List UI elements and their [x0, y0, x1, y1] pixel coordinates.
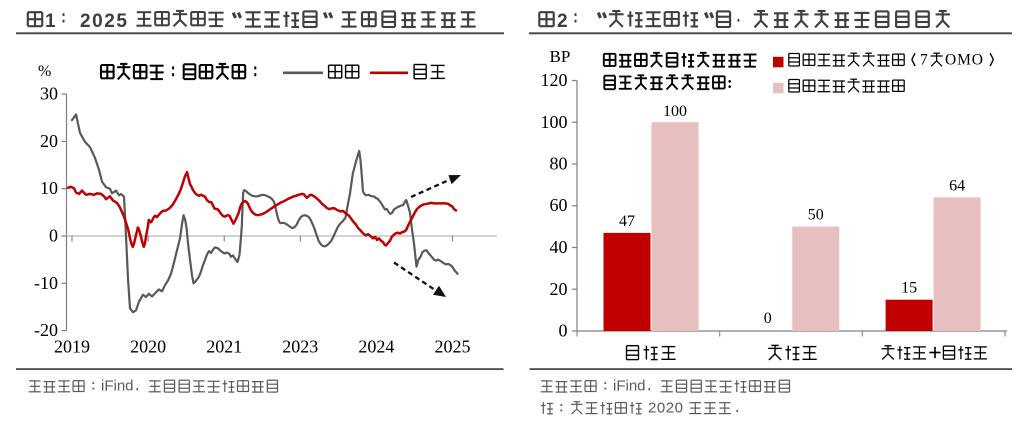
- svg-text:100: 100: [663, 103, 687, 120]
- svg-text:40: 40: [550, 237, 568, 257]
- svg-text::: :: [727, 73, 733, 92]
- svg-text:100: 100: [541, 112, 568, 132]
- svg-text:2020: 2020: [648, 399, 683, 416]
- svg-text:iFind: iFind: [613, 378, 646, 395]
- svg-text:2020: 2020: [130, 337, 166, 357]
- svg-text:47: 47: [619, 213, 635, 230]
- svg-text:50: 50: [808, 207, 824, 224]
- svg-text:0: 0: [764, 310, 772, 327]
- svg-text:1: 1: [45, 11, 56, 32]
- svg-text:-10: -10: [34, 273, 58, 293]
- svg-text:60: 60: [550, 195, 568, 215]
- svg-text:BP: BP: [550, 47, 571, 66]
- svg-text:20: 20: [40, 131, 58, 151]
- svg-text:0: 0: [559, 321, 568, 341]
- svg-text:2023: 2023: [282, 337, 318, 357]
- svg-text:80: 80: [550, 154, 568, 174]
- svg-text:iFind: iFind: [101, 378, 134, 395]
- svg-text:20: 20: [550, 279, 568, 299]
- svg-text:OMO: OMO: [945, 52, 983, 69]
- svg-text:2021: 2021: [206, 337, 242, 357]
- svg-text:120: 120: [541, 70, 568, 90]
- svg-text:7: 7: [920, 52, 928, 69]
- svg-text:30: 30: [40, 84, 58, 104]
- svg-text:2019: 2019: [54, 337, 90, 357]
- svg-text:10: 10: [40, 178, 58, 198]
- svg-text:0: 0: [49, 226, 58, 246]
- svg-text:2025: 2025: [80, 11, 127, 32]
- svg-text:2: 2: [557, 11, 568, 32]
- svg-text:15: 15: [901, 280, 917, 297]
- svg-text:64: 64: [949, 177, 965, 194]
- svg-text:%: %: [38, 63, 51, 80]
- svg-text:2025: 2025: [435, 337, 471, 357]
- svg-text:2024: 2024: [358, 337, 394, 357]
- svg-text:-20: -20: [34, 320, 58, 340]
